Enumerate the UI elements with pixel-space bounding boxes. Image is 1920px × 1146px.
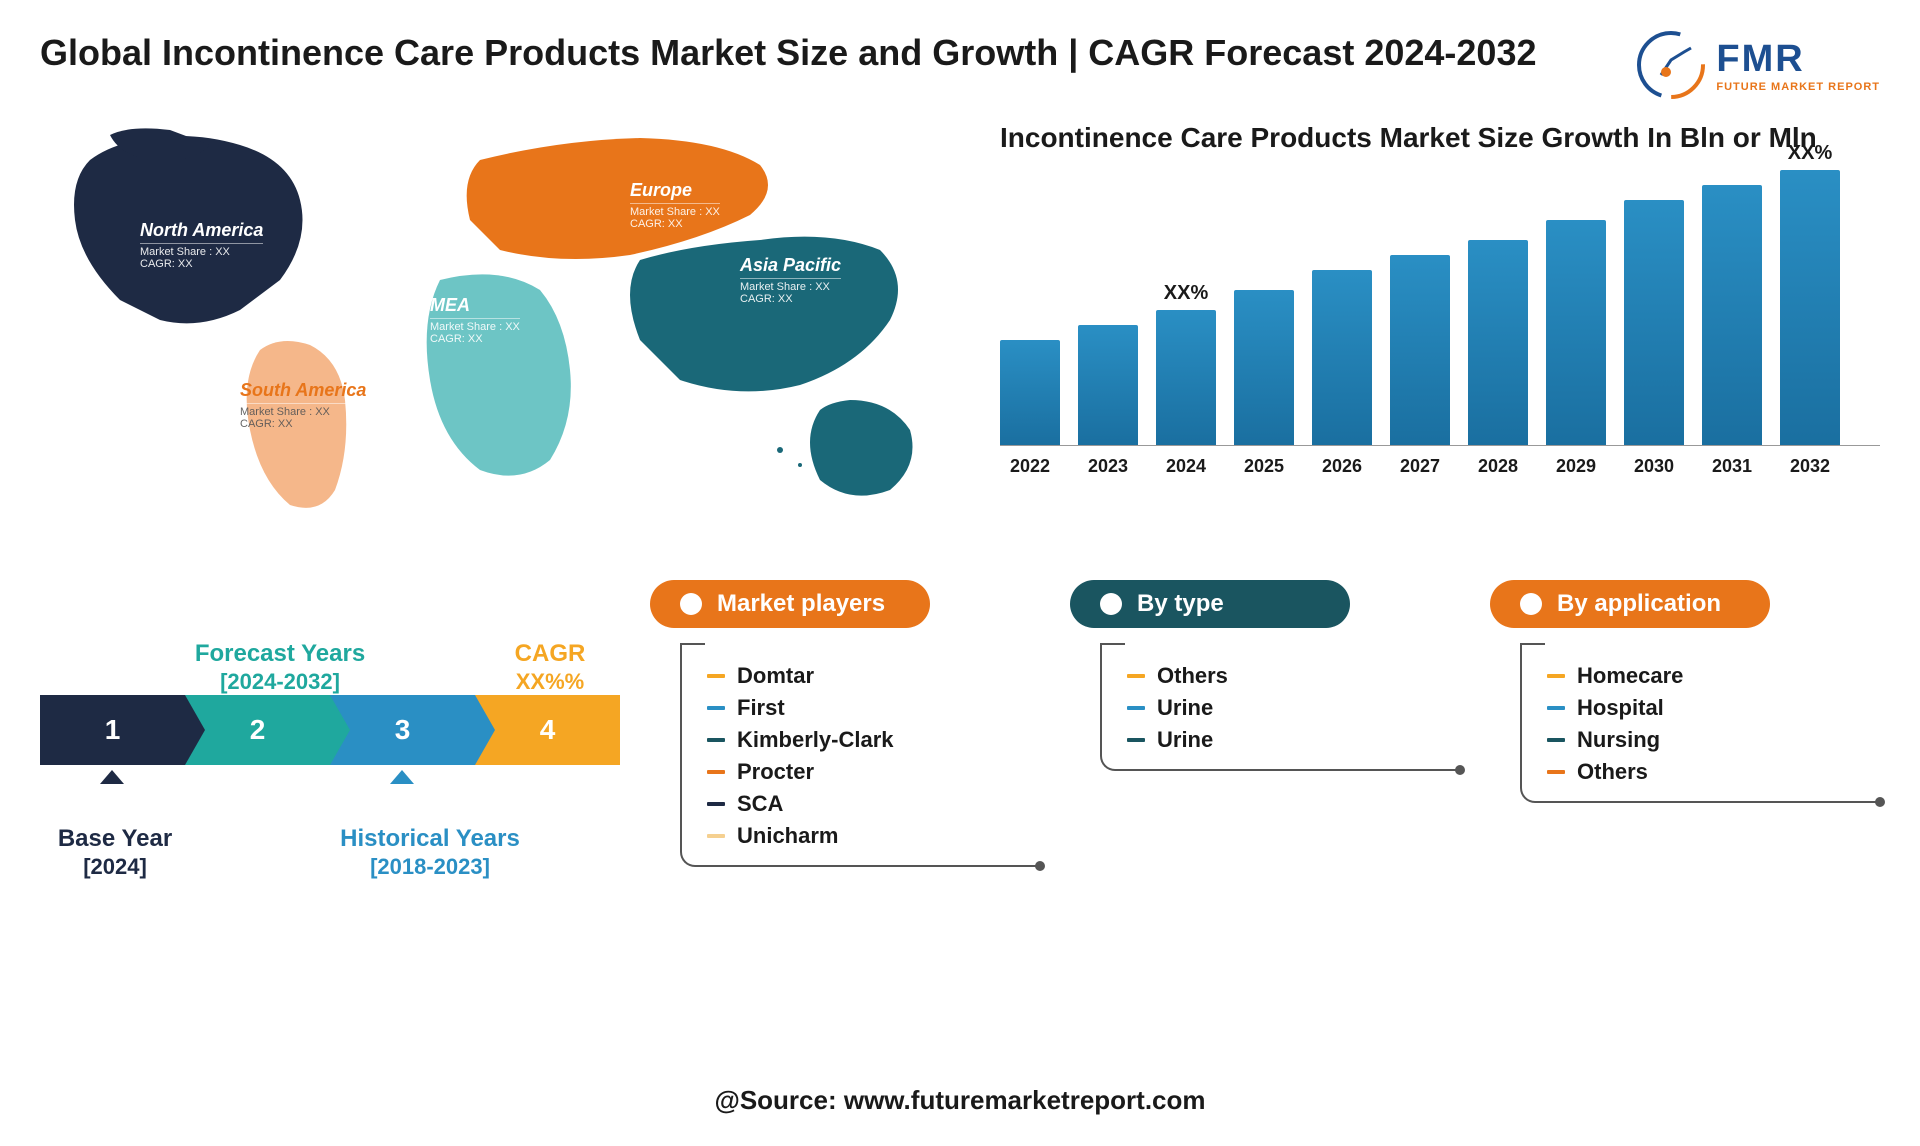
region-label-mea: MEAMarket Share : XXCAGR: XX: [430, 295, 520, 345]
category-item: Unicharm: [707, 823, 1040, 849]
by-application-label: By application: [1557, 590, 1721, 618]
bar-chart: Incontinence Care Products Market Size G…: [1000, 120, 1880, 520]
bottom-section: Forecast Years [2024-2032] CAGR XX%% 123…: [40, 580, 1880, 867]
forecast-label: Forecast Years [2024-2032]: [180, 640, 380, 696]
type-list: Others Urine Urine: [1100, 643, 1460, 771]
page-title: Global Incontinence Care Products Market…: [40, 30, 1537, 77]
category-item: Hospital: [1547, 695, 1880, 721]
players-list: Domtar First Kimberly-Clark Procter SCA Unich…: [680, 643, 1040, 867]
by-application-header: By application: [1490, 580, 1770, 628]
region-label-eu: EuropeMarket Share : XXCAGR: XX: [630, 180, 720, 230]
cagr-text: CAGR: [515, 640, 586, 667]
by-type-header: By type: [1070, 580, 1350, 628]
bar-2028: 2028: [1468, 240, 1528, 445]
category-item: Domtar: [707, 663, 1040, 689]
region-label-sa: South AmericaMarket Share : XXCAGR: XX: [240, 380, 366, 430]
category-item: Others: [1547, 759, 1880, 785]
world-map: North AmericaMarket Share : XXCAGR: XX So…: [40, 120, 960, 520]
category-item: Urine: [1127, 695, 1460, 721]
application-list: Homecare Hospital Nursing Others: [1520, 643, 1880, 803]
category-item: Others: [1127, 663, 1460, 689]
header: Global Incontinence Care Products Market…: [40, 30, 1880, 100]
cagr-value: XX%%: [516, 669, 584, 694]
forecast-text: Forecast Years: [195, 640, 365, 667]
base-year-label: Base Year [2024]: [40, 825, 190, 881]
source-text: @Source: www.futuremarketreport.com: [714, 1085, 1205, 1116]
logo: FMR FUTURE MARKET REPORT: [1636, 30, 1880, 100]
bar-2027: 2027: [1390, 255, 1450, 445]
top-section: North AmericaMarket Share : XXCAGR: XX So…: [40, 120, 1880, 520]
by-type-column: By type Others Urine Urine: [1070, 580, 1460, 867]
base-text: Base Year: [58, 825, 172, 852]
timeline: Forecast Years [2024-2032] CAGR XX%% 123…: [40, 580, 620, 867]
bar-2025: 2025: [1234, 290, 1294, 445]
timeline-segment-2: 2: [185, 695, 330, 765]
bar-2026: 2026: [1312, 270, 1372, 445]
timeline-segment-3: 3: [330, 695, 475, 765]
region-label-na: North AmericaMarket Share : XXCAGR: XX: [140, 220, 263, 270]
category-item: SCA: [707, 791, 1040, 817]
by-application-column: By application Homecare Hospital Nursing Ot…: [1490, 580, 1880, 867]
category-item: Nursing: [1547, 727, 1880, 753]
category-item: Homecare: [1547, 663, 1880, 689]
category-item: Kimberly-Clark: [707, 727, 1040, 753]
bar-2031: 2031: [1702, 185, 1762, 445]
by-type-label: By type: [1137, 590, 1224, 618]
market-players-column: Market players Domtar First Kimberly-Clark…: [650, 580, 1040, 867]
timeline-bar: 1234: [40, 695, 620, 765]
logo-icon: [1636, 30, 1706, 100]
cagr-label: CAGR XX%%: [480, 640, 620, 696]
logo-sub-text: FUTURE MARKET REPORT: [1716, 81, 1880, 93]
chart-title: Incontinence Care Products Market Size G…: [1000, 120, 1880, 156]
bar-2029: 2029: [1546, 220, 1606, 445]
bar-2032: XX%2032: [1780, 170, 1840, 445]
category-item: Procter: [707, 759, 1040, 785]
hist-text: Historical Years: [340, 825, 520, 852]
market-players-header: Market players: [650, 580, 930, 628]
timeline-segment-1: 1: [40, 695, 185, 765]
logo-main-text: FMR: [1716, 38, 1880, 81]
bar-2022: 2022: [1000, 340, 1060, 445]
historical-label: Historical Years [2018-2023]: [320, 825, 540, 881]
bar-2023: 2023: [1078, 325, 1138, 445]
region-label-ap: Asia PacificMarket Share : XXCAGR: XX: [740, 255, 841, 305]
bar-2030: 2030: [1624, 200, 1684, 445]
category-item: First: [707, 695, 1040, 721]
hist-range: [2018-2023]: [370, 854, 490, 879]
timeline-segment-4: 4: [475, 695, 620, 765]
bar-2024: XX%2024: [1156, 310, 1216, 445]
category-item: Urine: [1127, 727, 1460, 753]
forecast-range: [2024-2032]: [220, 669, 340, 694]
base-value: [2024]: [83, 854, 147, 879]
bars-area: 2022 2023 XX%2024 2025 2026 2027 2028 2029 2030 2…: [1000, 166, 1880, 446]
market-players-label: Market players: [717, 590, 885, 618]
